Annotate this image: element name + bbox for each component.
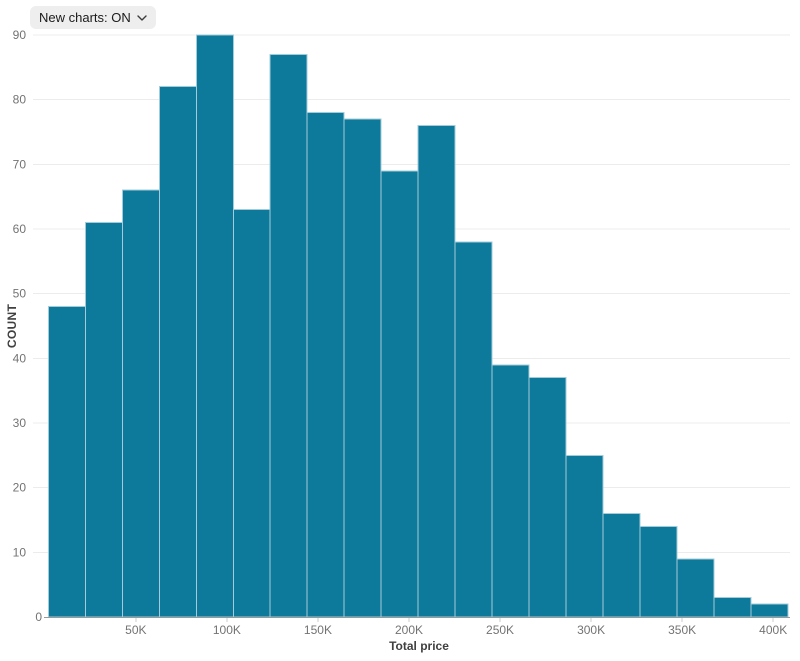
histogram-bar-11[interactable]: [417, 125, 456, 618]
y-tick-label-60: 60: [13, 222, 27, 236]
new-charts-toggle-label: New charts: ON: [39, 10, 131, 25]
histogram-bar-12[interactable]: [454, 241, 493, 618]
histogram-bar-3[interactable]: [121, 189, 160, 618]
y-tick-label-10: 10: [13, 545, 27, 559]
axes: [44, 617, 790, 622]
histogram-bar-7[interactable]: [269, 53, 308, 618]
histogram-bar-20[interactable]: [750, 603, 789, 618]
histogram-bar-4[interactable]: [158, 86, 197, 618]
y-tick-label-30: 30: [13, 416, 27, 430]
histogram-bar-9[interactable]: [343, 118, 382, 618]
y-tick-label-20: 20: [13, 481, 27, 495]
x-tick-label-250K: 250K: [486, 623, 514, 637]
histogram-bar-15[interactable]: [565, 454, 604, 618]
histogram-bars: [47, 34, 789, 618]
x-tick-label-350K: 350K: [668, 623, 696, 637]
histogram-bar-6[interactable]: [232, 209, 271, 618]
y-tick-label-0: 0: [35, 610, 42, 624]
x-tick-label-300K: 300K: [577, 623, 605, 637]
histogram-bar-17[interactable]: [639, 525, 678, 618]
y-tick-label-70: 70: [13, 157, 27, 171]
histogram-bar-18[interactable]: [676, 558, 715, 618]
y-tick-label-90: 90: [13, 28, 27, 42]
x-tick-label-200K: 200K: [395, 623, 423, 637]
histogram-bar-19[interactable]: [713, 597, 752, 618]
histogram-bar-8[interactable]: [306, 112, 345, 618]
y-tick-label-40: 40: [13, 351, 27, 365]
histogram-bar-10[interactable]: [380, 170, 419, 618]
histogram-bar-13[interactable]: [491, 364, 530, 618]
x-tick-label-150K: 150K: [304, 623, 332, 637]
x-tick-label-100K: 100K: [213, 623, 241, 637]
histogram-bar-16[interactable]: [602, 513, 641, 618]
y-tick-label-50: 50: [13, 287, 27, 301]
axis-labels: 50K 100K 150K 200K 250K 300K 350K 400K 0 10 20 30 40…: [5, 28, 787, 653]
x-axis-title: Total price: [389, 639, 449, 653]
histogram-bar-14[interactable]: [528, 377, 567, 618]
y-tick-label-80: 80: [13, 93, 27, 107]
histogram-bar-2[interactable]: [84, 222, 123, 618]
x-tick-label-50K: 50K: [125, 623, 146, 637]
new-charts-toggle-dropdown[interactable]: New charts: ON: [30, 6, 156, 29]
histogram-bar-5[interactable]: [195, 34, 234, 618]
histogram-bar-1[interactable]: [47, 306, 86, 618]
chevron-down-icon: [137, 14, 147, 21]
x-tick-label-400K: 400K: [759, 623, 787, 637]
y-axis-title: COUNT: [5, 304, 19, 349]
